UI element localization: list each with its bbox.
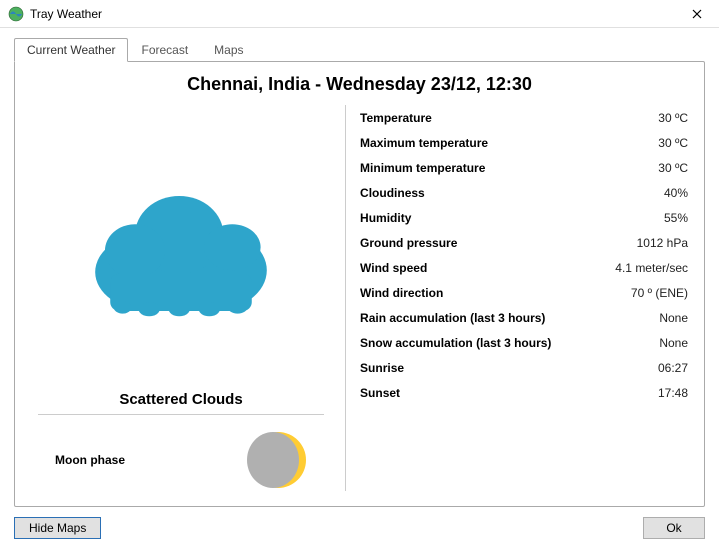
content-row: Scattered Clouds Moon phase Temperature bbox=[29, 105, 690, 491]
value-sunrise: 06:27 bbox=[658, 361, 688, 375]
ok-button[interactable]: Ok bbox=[643, 517, 705, 539]
label-wind-speed: Wind speed bbox=[360, 261, 427, 275]
value-sunset: 17:48 bbox=[658, 386, 688, 400]
value-wind-speed: 4.1 meter/sec bbox=[615, 261, 688, 275]
divider-vertical bbox=[345, 105, 346, 491]
label-cloudiness: Cloudiness bbox=[360, 186, 425, 200]
label-max-temperature: Maximum temperature bbox=[360, 136, 488, 150]
value-snow: None bbox=[659, 336, 688, 350]
row-sunrise: Sunrise 06:27 bbox=[358, 355, 690, 380]
close-button[interactable] bbox=[683, 0, 711, 28]
value-min-temperature: 30 ºC bbox=[658, 161, 688, 175]
app-icon bbox=[8, 6, 24, 22]
row-pressure: Ground pressure 1012 hPa bbox=[358, 230, 690, 255]
hide-maps-button[interactable]: Hide Maps bbox=[14, 517, 101, 539]
window-title: Tray Weather bbox=[30, 7, 102, 21]
label-rain: Rain accumulation (last 3 hours) bbox=[360, 311, 545, 325]
condition-label: Scattered Clouds bbox=[119, 391, 242, 408]
label-sunset: Sunset bbox=[360, 386, 400, 400]
label-snow: Snow accumulation (last 3 hours) bbox=[360, 336, 551, 350]
tab-panel: Chennai, India - Wednesday 23/12, 12:30 bbox=[14, 61, 705, 507]
label-wind-direction: Wind direction bbox=[360, 286, 443, 300]
condition-icon-area bbox=[66, 105, 296, 385]
row-snow: Snow accumulation (last 3 hours) None bbox=[358, 330, 690, 355]
row-humidity: Humidity 55% bbox=[358, 205, 690, 230]
label-pressure: Ground pressure bbox=[360, 236, 457, 250]
titlebar: Tray Weather bbox=[0, 0, 719, 28]
label-humidity: Humidity bbox=[360, 211, 411, 225]
label-min-temperature: Minimum temperature bbox=[360, 161, 485, 175]
row-rain: Rain accumulation (last 3 hours) None bbox=[358, 305, 690, 330]
tab-current-weather[interactable]: Current Weather bbox=[14, 38, 128, 62]
value-pressure: 1012 hPa bbox=[637, 236, 688, 250]
value-max-temperature: 30 ºC bbox=[658, 136, 688, 150]
row-cloudiness: Cloudiness 40% bbox=[358, 180, 690, 205]
row-wind-speed: Wind speed 4.1 meter/sec bbox=[358, 255, 690, 280]
tab-forecast[interactable]: Forecast bbox=[128, 38, 201, 61]
value-rain: None bbox=[659, 311, 688, 325]
row-max-temperature: Maximum temperature 30 ºC bbox=[358, 130, 690, 155]
moon-phase-icon bbox=[247, 429, 309, 491]
right-column: Temperature 30 ºC Maximum temperature 30… bbox=[358, 105, 690, 491]
row-temperature: Temperature 30 ºC bbox=[358, 105, 690, 130]
row-wind-direction: Wind direction 70 º (ENE) bbox=[358, 280, 690, 305]
value-temperature: 30 ºC bbox=[658, 111, 688, 125]
tab-strip: Current Weather Forecast Maps bbox=[14, 38, 705, 61]
moon-phase-label: Moon phase bbox=[35, 453, 247, 467]
value-wind-direction: 70 º (ENE) bbox=[631, 286, 688, 300]
row-sunset: Sunset 17:48 bbox=[358, 380, 690, 405]
cloud-icon bbox=[66, 163, 296, 328]
row-min-temperature: Minimum temperature 30 ºC bbox=[358, 155, 690, 180]
client-area: Current Weather Forecast Maps Chennai, I… bbox=[0, 28, 719, 517]
label-temperature: Temperature bbox=[360, 111, 432, 125]
location-heading: Chennai, India - Wednesday 23/12, 12:30 bbox=[29, 74, 690, 95]
label-sunrise: Sunrise bbox=[360, 361, 404, 375]
value-humidity: 55% bbox=[664, 211, 688, 225]
value-cloudiness: 40% bbox=[664, 186, 688, 200]
left-column: Scattered Clouds Moon phase bbox=[29, 105, 333, 491]
moon-row: Moon phase bbox=[29, 415, 333, 491]
tab-maps[interactable]: Maps bbox=[201, 38, 256, 61]
bottom-bar: Hide Maps Ok bbox=[14, 517, 705, 539]
